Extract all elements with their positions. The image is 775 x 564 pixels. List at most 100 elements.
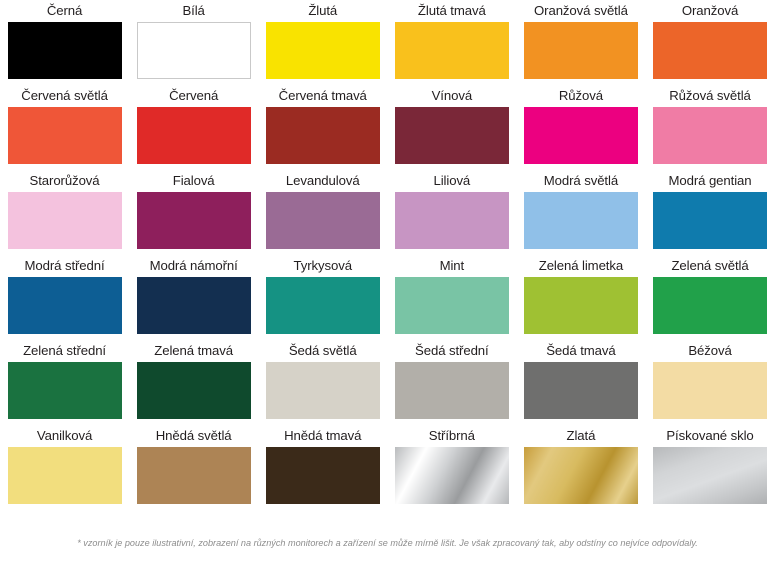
swatch-color-chip[interactable] bbox=[136, 107, 251, 164]
swatch-color-chip[interactable] bbox=[394, 362, 509, 419]
swatch-cell[interactable]: Zelená limetka bbox=[516, 255, 645, 340]
swatch-color-chip[interactable] bbox=[523, 362, 638, 419]
swatch-label: Oranžová světlá bbox=[534, 3, 628, 18]
swatch-cell[interactable]: Vanilková bbox=[0, 425, 129, 510]
swatch-cell[interactable]: Zlatá bbox=[516, 425, 645, 510]
swatch-label: Starorůžová bbox=[29, 173, 100, 188]
swatch-cell[interactable]: Béžová bbox=[645, 340, 774, 425]
swatch-label: Liliová bbox=[433, 173, 471, 188]
swatch-cell[interactable]: Černá bbox=[0, 0, 129, 85]
swatch-cell[interactable]: Pískované sklo bbox=[645, 425, 774, 510]
swatch-color-chip[interactable] bbox=[394, 277, 509, 334]
swatch-label: Červená bbox=[169, 88, 219, 103]
swatch-label: Žlutá bbox=[308, 3, 338, 18]
swatch-label: Vanilková bbox=[36, 428, 93, 443]
swatch-color-chip[interactable] bbox=[394, 192, 509, 249]
swatch-color-chip[interactable] bbox=[265, 107, 380, 164]
swatch-color-chip[interactable] bbox=[523, 447, 638, 504]
swatch-label: Růžová světlá bbox=[669, 88, 751, 103]
swatch-cell[interactable]: Modrá světlá bbox=[516, 170, 645, 255]
swatch-label: Pískované sklo bbox=[666, 428, 754, 443]
swatch-label: Červená světlá bbox=[21, 88, 108, 103]
swatch-label: Stříbrná bbox=[428, 428, 475, 443]
swatch-color-chip[interactable] bbox=[394, 22, 509, 79]
swatch-color-chip[interactable] bbox=[394, 447, 509, 504]
swatch-cell[interactable]: Šedá tmavá bbox=[516, 340, 645, 425]
swatch-cell[interactable]: Zelená tmavá bbox=[129, 340, 258, 425]
swatch-cell[interactable]: Tyrkysová bbox=[258, 255, 387, 340]
swatch-cell[interactable]: Starorůžová bbox=[0, 170, 129, 255]
swatch-color-chip[interactable] bbox=[136, 277, 251, 334]
swatch-cell[interactable]: Modrá námořní bbox=[129, 255, 258, 340]
swatch-color-chip[interactable] bbox=[7, 192, 122, 249]
swatch-label: Hnědá tmavá bbox=[284, 428, 362, 443]
swatch-label: Tyrkysová bbox=[293, 258, 353, 273]
swatch-color-chip[interactable] bbox=[136, 362, 251, 419]
swatch-cell[interactable]: Bílá bbox=[129, 0, 258, 85]
swatch-label: Modrá střední bbox=[24, 258, 105, 273]
swatch-cell[interactable]: Červená bbox=[129, 85, 258, 170]
swatch-color-chip[interactable] bbox=[136, 447, 251, 504]
swatch-label: Béžová bbox=[688, 343, 732, 358]
swatch-label: Zlatá bbox=[566, 428, 596, 443]
swatch-color-chip[interactable] bbox=[394, 107, 509, 164]
swatch-cell[interactable]: Modrá střední bbox=[0, 255, 129, 340]
swatch-cell[interactable]: Mint bbox=[387, 255, 516, 340]
swatch-color-chip[interactable] bbox=[265, 192, 380, 249]
swatch-color-chip[interactable] bbox=[653, 362, 768, 419]
swatch-cell[interactable]: Hnědá světlá bbox=[129, 425, 258, 510]
swatch-label: Šedá střední bbox=[415, 343, 489, 358]
swatch-label: Žlutá tmavá bbox=[417, 3, 486, 18]
swatch-label: Zelená tmavá bbox=[154, 343, 233, 358]
swatch-color-chip[interactable] bbox=[653, 107, 768, 164]
swatch-cell[interactable]: Zelená střední bbox=[0, 340, 129, 425]
swatch-color-chip[interactable] bbox=[7, 447, 122, 504]
swatch-color-chip[interactable] bbox=[7, 277, 122, 334]
swatch-label: Levandulová bbox=[285, 173, 360, 188]
swatch-cell[interactable]: Zelená světlá bbox=[645, 255, 774, 340]
swatch-cell[interactable]: Stříbrná bbox=[387, 425, 516, 510]
swatch-label: Fialová bbox=[172, 173, 215, 188]
swatch-label: Zelená světlá bbox=[671, 258, 749, 273]
swatch-cell[interactable]: Žlutá tmavá bbox=[387, 0, 516, 85]
swatch-cell[interactable]: Růžová světlá bbox=[645, 85, 774, 170]
swatch-color-chip[interactable] bbox=[653, 22, 768, 79]
footnote-disclaimer: * vzorník je pouze ilustrativní, zobraze… bbox=[77, 538, 698, 548]
swatch-color-chip[interactable] bbox=[7, 107, 122, 164]
swatch-color-chip[interactable] bbox=[136, 22, 251, 79]
swatch-cell[interactable]: Modrá gentian bbox=[645, 170, 774, 255]
swatch-label: Bílá bbox=[182, 3, 205, 18]
swatch-cell[interactable]: Oranžová bbox=[645, 0, 774, 85]
swatch-cell[interactable]: Levandulová bbox=[258, 170, 387, 255]
swatch-color-chip[interactable] bbox=[523, 107, 638, 164]
swatch-color-chip[interactable] bbox=[653, 447, 768, 504]
swatch-color-chip[interactable] bbox=[653, 192, 768, 249]
swatch-color-chip[interactable] bbox=[265, 447, 380, 504]
swatch-color-chip[interactable] bbox=[265, 362, 380, 419]
swatch-label: Zelená střední bbox=[23, 343, 106, 358]
swatch-label: Černá bbox=[46, 3, 83, 18]
swatch-cell[interactable]: Šedá světlá bbox=[258, 340, 387, 425]
swatch-cell[interactable]: Fialová bbox=[129, 170, 258, 255]
swatch-color-chip[interactable] bbox=[523, 22, 638, 79]
swatch-cell[interactable]: Liliová bbox=[387, 170, 516, 255]
swatch-cell[interactable]: Žlutá bbox=[258, 0, 387, 85]
swatch-cell[interactable]: Vínová bbox=[387, 85, 516, 170]
swatch-color-chip[interactable] bbox=[523, 277, 638, 334]
swatch-color-chip[interactable] bbox=[265, 277, 380, 334]
swatch-cell[interactable]: Červená světlá bbox=[0, 85, 129, 170]
color-swatch-grid: Černá Bílá Žlutá Žlutá tmavá Oranžová světlá… bbox=[0, 0, 774, 510]
swatch-color-chip[interactable] bbox=[136, 192, 251, 249]
swatch-cell[interactable]: Hnědá tmavá bbox=[258, 425, 387, 510]
swatch-cell[interactable]: Oranžová světlá bbox=[516, 0, 645, 85]
swatch-cell[interactable]: Červená tmavá bbox=[258, 85, 387, 170]
swatch-color-chip[interactable] bbox=[523, 192, 638, 249]
swatch-color-chip[interactable] bbox=[7, 362, 122, 419]
swatch-label: Vínová bbox=[431, 88, 473, 103]
swatch-color-chip[interactable] bbox=[7, 22, 122, 79]
swatch-cell[interactable]: Šedá střední bbox=[387, 340, 516, 425]
swatch-color-chip[interactable] bbox=[653, 277, 768, 334]
swatch-color-chip[interactable] bbox=[265, 22, 380, 79]
swatch-label: Hnědá světlá bbox=[155, 428, 232, 443]
swatch-cell[interactable]: Růžová bbox=[516, 85, 645, 170]
